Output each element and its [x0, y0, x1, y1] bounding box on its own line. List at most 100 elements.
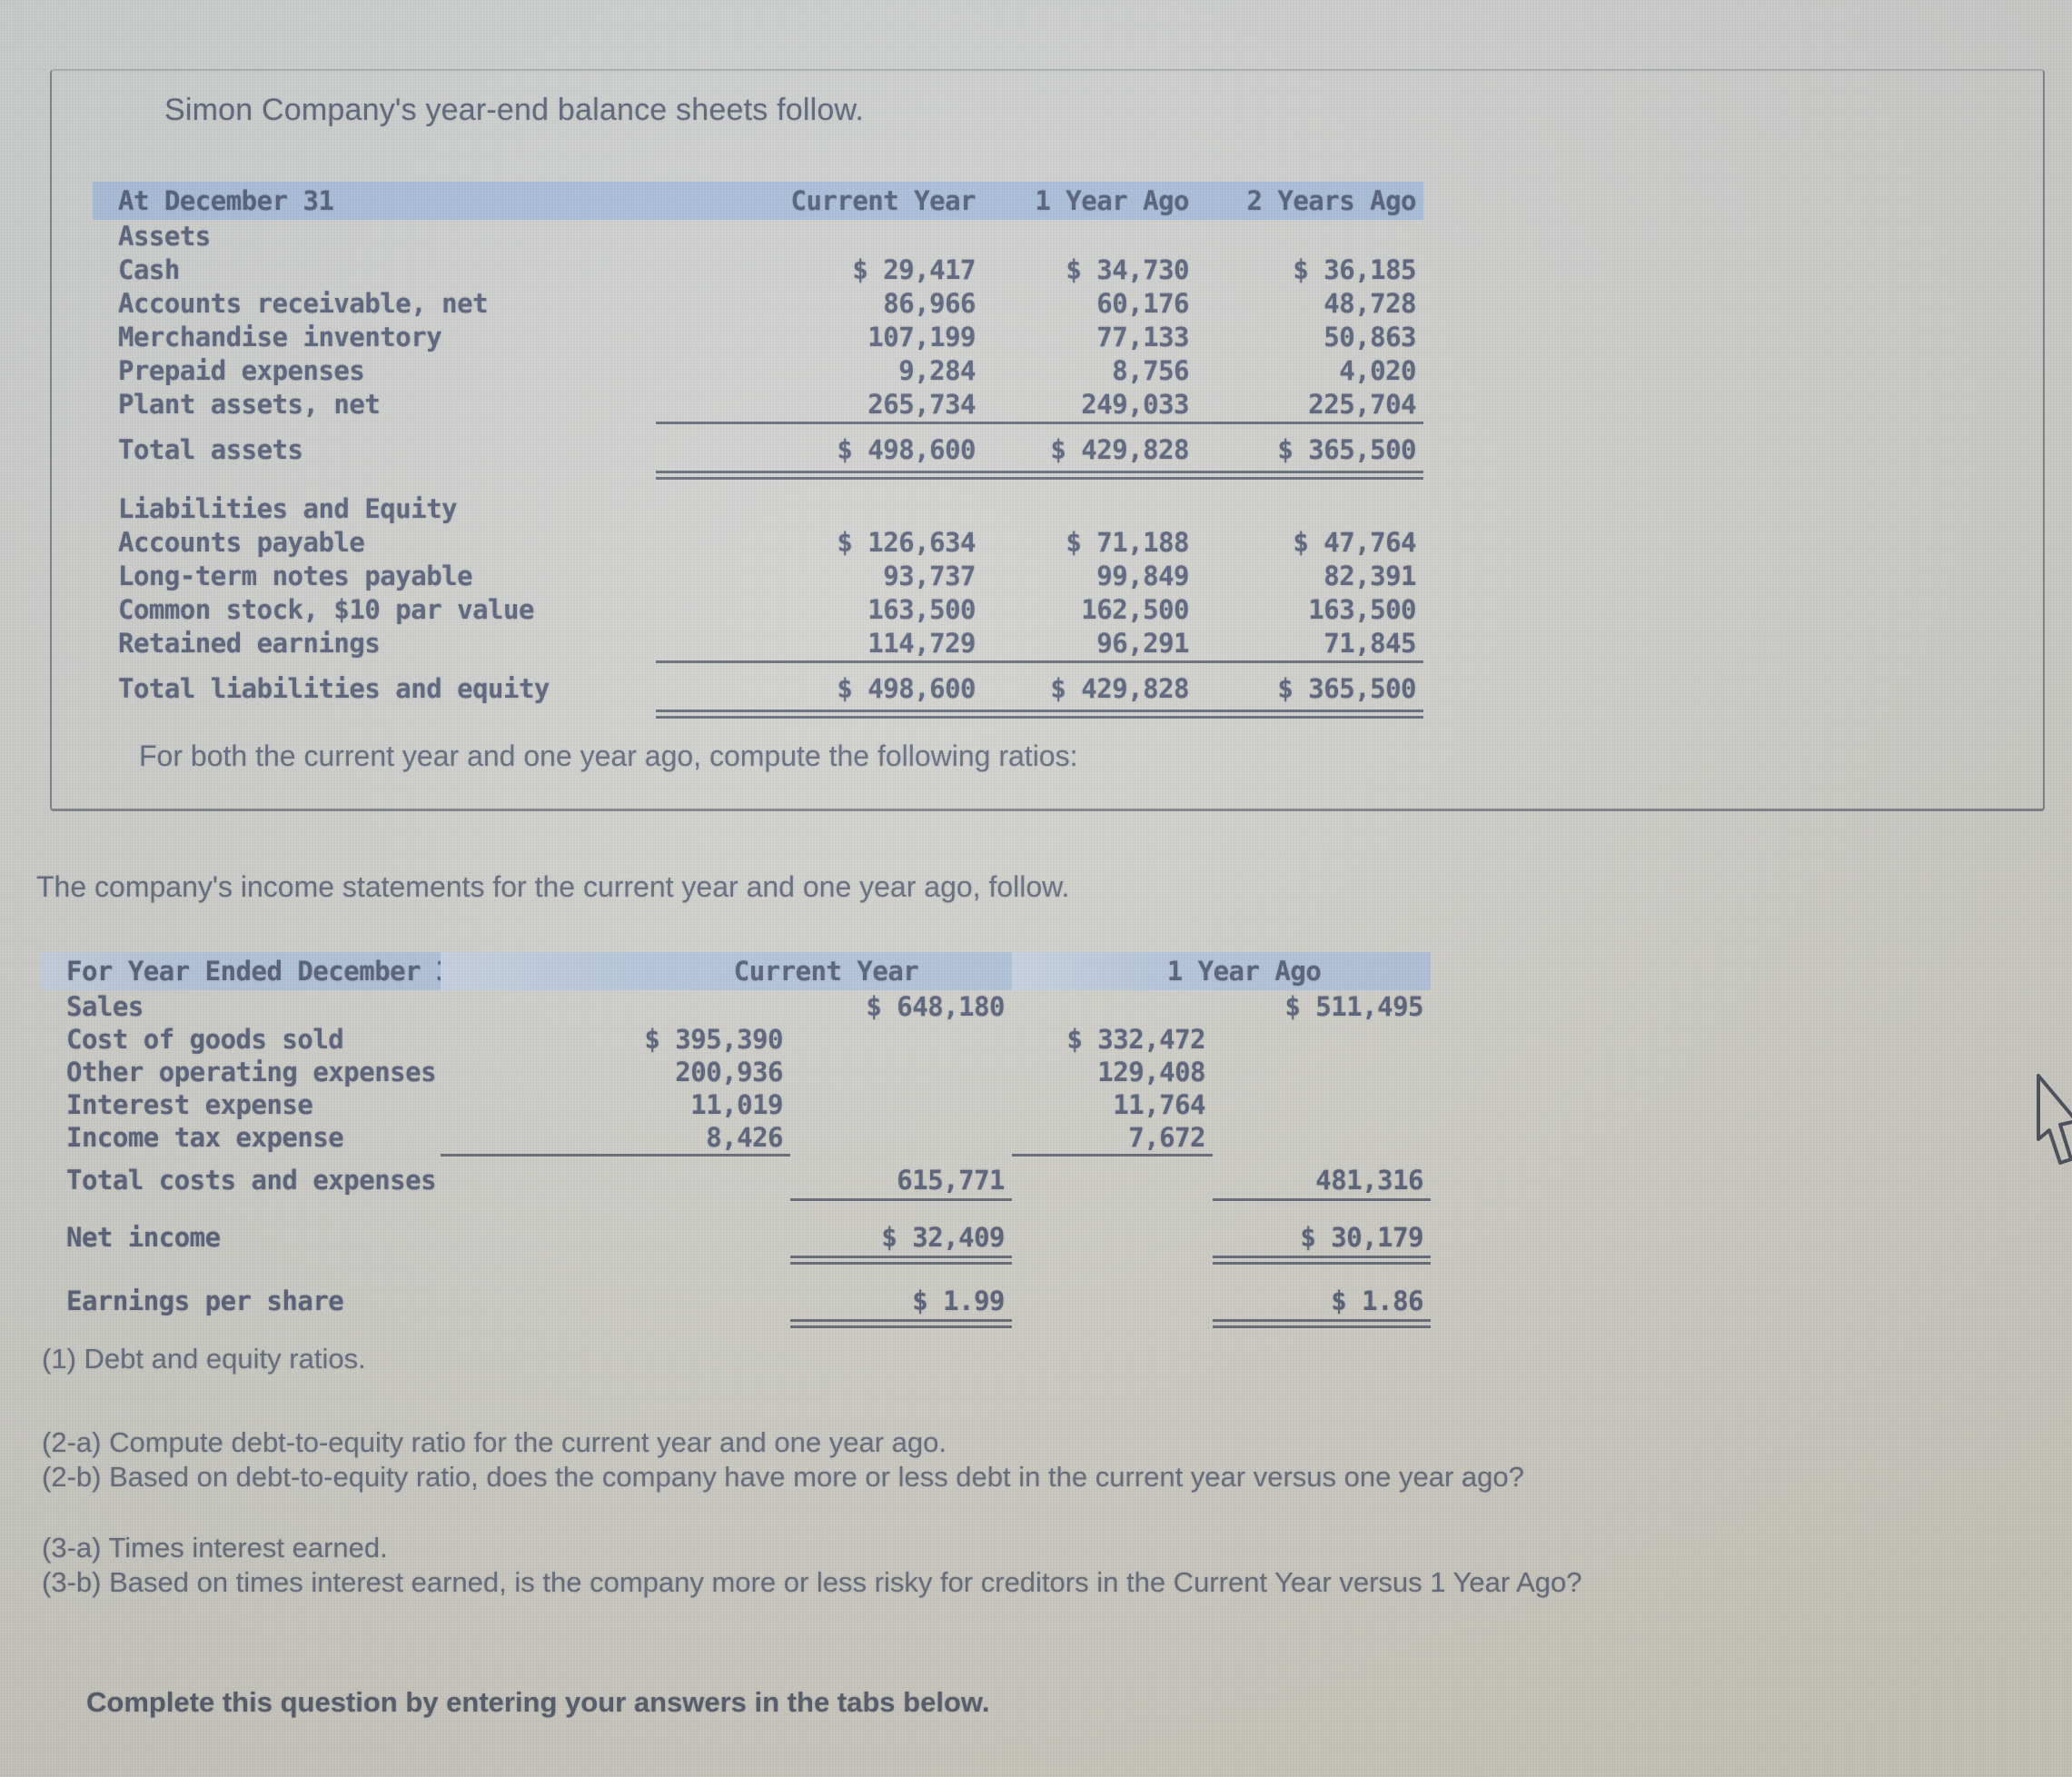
is-net-label: Net income	[66, 1222, 221, 1253]
empty-cell	[790, 1056, 1012, 1088]
empty-cell	[1213, 1088, 1431, 1121]
bs-ap-y2: $ 47,764	[1293, 527, 1416, 558]
bs-retained-y1: 96,291	[983, 627, 1196, 663]
empty-cell	[790, 1121, 1012, 1157]
bs-cash-label: Cash	[118, 254, 180, 285]
empty-cell	[1213, 1023, 1431, 1056]
bs-plant-y2: 225,704	[1196, 388, 1423, 424]
empty-cell	[441, 1157, 790, 1201]
is-cogs-ya: $ 332,472	[1066, 1024, 1205, 1055]
bs-inventory-label: Merchandise inventory	[118, 322, 442, 352]
bs-retained-label: Retained earnings	[118, 628, 381, 659]
ratios-prompt: For both the current year and one year a…	[139, 740, 1078, 772]
is-total-cy: 615,771	[790, 1157, 1012, 1201]
is-net-ya: $ 30,179	[1213, 1214, 1431, 1265]
bs-stock-label: Common stock, $10 par value	[118, 594, 534, 625]
bs-inventory-cy: 107,199	[867, 322, 976, 352]
is-header-current: Current Year	[441, 952, 1012, 990]
bs-total-liab-y1: $ 429,828	[983, 663, 1196, 719]
bs-total-liab-label: Total liabilities and equity	[118, 673, 550, 704]
bs-header-date: At December 31	[93, 182, 656, 220]
is-net-cy: $ 32,409	[790, 1214, 1012, 1265]
question-1: (1) Debt and equity ratios.	[42, 1343, 366, 1375]
bs-prepaid-cy: 9,284	[898, 355, 976, 386]
empty-cell	[790, 1023, 1012, 1056]
bs-plant-y1: 249,033	[983, 388, 1196, 424]
bs-ar-y2: 48,728	[1324, 288, 1416, 319]
bs-cash-y2: $ 36,185	[1293, 254, 1416, 285]
empty-cell	[1012, 1157, 1213, 1201]
bs-prepaid-label: Prepaid expenses	[118, 355, 365, 386]
bs-stock-y2: 163,500	[1308, 594, 1416, 625]
mouse-cursor-icon	[2037, 1074, 2072, 1165]
bs-header-current: Current Year	[656, 182, 983, 220]
question-3b: (3-b) Based on times interest earned, is…	[42, 1566, 1582, 1598]
balance-sheet-table: At December 31 Current Year 1 Year Ago 2…	[93, 182, 1423, 719]
question-2a: (2-a) Compute debt-to-equity ratio for t…	[42, 1426, 947, 1458]
is-cogs-label: Cost of goods sold	[66, 1024, 344, 1055]
complete-question-note: Complete this question by entering your …	[86, 1686, 990, 1718]
is-interest-label: Interest expense	[66, 1089, 313, 1120]
bs-section-liabilities: Liabilities and Equity	[118, 493, 458, 524]
bs-retained-y2: 71,845	[1196, 627, 1423, 663]
empty-cell	[790, 1088, 1012, 1121]
bs-prepaid-y2: 4,020	[1339, 355, 1416, 386]
is-interest-cy: 11,019	[690, 1089, 783, 1120]
bs-ar-y1: 60,176	[1096, 288, 1189, 319]
is-header-date: For Year Ended December 31	[41, 952, 467, 990]
empty-cell	[441, 1277, 790, 1328]
empty-cell	[1213, 1056, 1431, 1088]
is-tax-label: Income tax expense	[66, 1122, 344, 1153]
income-statement-table: For Year Ended December 31 Current Year …	[41, 952, 1431, 1328]
bs-inventory-y2: 50,863	[1324, 322, 1416, 352]
bs-cash-y1: $ 34,730	[1066, 254, 1189, 285]
bs-ar-cy: 86,966	[883, 288, 976, 319]
bs-notes-cy: 93,737	[883, 561, 976, 591]
bs-cash-cy: $ 29,417	[852, 254, 976, 285]
is-eps-label: Earnings per share	[66, 1286, 344, 1316]
bs-stock-y1: 162,500	[1081, 594, 1189, 625]
is-total-label: Total costs and expenses	[66, 1165, 437, 1196]
bs-ap-cy: $ 126,634	[837, 527, 976, 558]
problem-card: Simon Company's year-end balance sheets …	[50, 69, 2045, 811]
bs-total-assets-cy: $ 498,600	[656, 424, 983, 480]
bs-notes-y2: 82,391	[1324, 561, 1416, 591]
bs-stock-cy: 163,500	[867, 594, 976, 625]
is-header-1yr: 1 Year Ago	[1012, 952, 1431, 990]
question-2b: (2-b) Based on debt-to-equity ratio, doe…	[42, 1461, 1524, 1493]
is-opex-ya: 129,408	[1097, 1057, 1205, 1087]
is-total-ya: 481,316	[1213, 1157, 1431, 1201]
bs-total-assets-y2: $ 365,500	[1196, 424, 1423, 480]
is-sales-ya: $ 511,495	[1284, 991, 1423, 1022]
empty-cell	[1213, 1121, 1431, 1157]
empty-cell	[441, 990, 790, 1023]
is-opex-cy: 200,936	[675, 1057, 783, 1087]
bs-inventory-y1: 77,133	[1096, 322, 1189, 352]
bs-total-liab-y2: $ 365,500	[1196, 663, 1423, 719]
bs-plant-label: Plant assets, net	[118, 389, 381, 420]
is-cogs-cy: $ 395,390	[644, 1024, 783, 1055]
is-eps-cy: $ 1.99	[790, 1277, 1012, 1328]
bs-plant-cy: 265,734	[656, 388, 983, 424]
is-sales-label: Sales	[66, 991, 144, 1022]
bs-retained-cy: 114,729	[656, 627, 983, 663]
bs-total-assets-y1: $ 429,828	[983, 424, 1196, 480]
is-opex-label: Other operating expenses	[66, 1057, 437, 1087]
spacer	[93, 480, 1423, 492]
bs-ar-label: Accounts receivable, net	[118, 288, 489, 319]
is-eps-ya: $ 1.86	[1213, 1277, 1431, 1328]
empty-cell	[1012, 1277, 1213, 1328]
is-tax-cy: 8,426	[441, 1121, 790, 1157]
is-sales-cy: $ 648,180	[866, 991, 1005, 1022]
bs-notes-y1: 99,849	[1096, 561, 1189, 591]
empty-cell	[1012, 990, 1213, 1023]
bs-header-2yr: 2 Years Ago	[1196, 182, 1423, 220]
bs-notes-label: Long-term notes payable	[118, 561, 473, 591]
is-interest-ya: 11,764	[1113, 1089, 1205, 1120]
intro-text: Simon Company's year-end balance sheets …	[164, 93, 864, 127]
bs-header-1yr: 1 Year Ago	[983, 182, 1196, 220]
question-3a: (3-a) Times interest earned.	[42, 1532, 388, 1564]
bs-ap-label: Accounts payable	[118, 527, 365, 558]
bs-prepaid-y1: 8,756	[1112, 355, 1189, 386]
